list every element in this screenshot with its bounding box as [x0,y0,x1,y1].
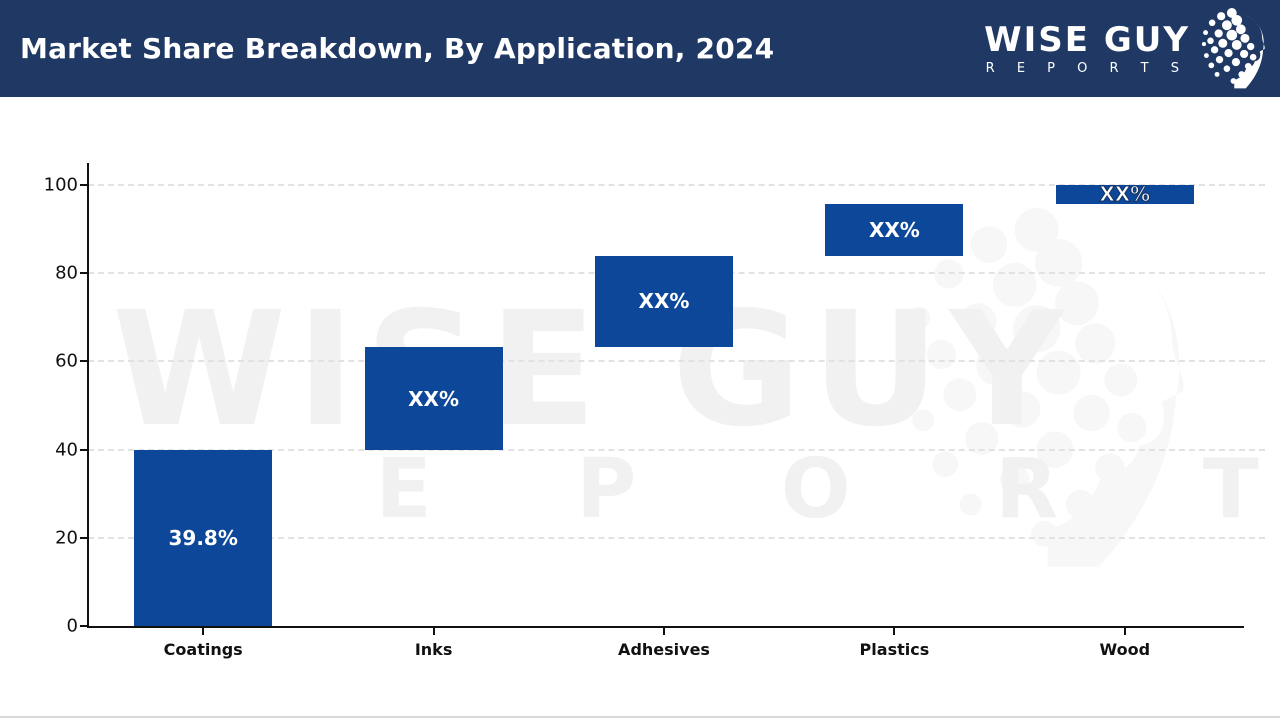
wiseguy-logo: WISE GUY R E P O R T S [984,7,1280,90]
x-axis-tick [1123,628,1126,635]
logo-text: WISE GUY R E P O R T S [984,23,1190,75]
header-bar: Market Share Breakdown, By Application, … [0,0,1280,97]
y-axis-tick-label: 80 [55,262,78,284]
bar-adhesives [595,255,733,348]
gridline-y60 [88,360,1265,363]
x-axis-tick [202,628,205,635]
y-axis-tick-label: 60 [55,350,78,372]
x-axis-tick [893,628,896,635]
y-axis-tick-label: 0 [66,615,78,637]
y-axis-tick [80,272,88,275]
gridline-y100 [88,184,1265,186]
x-axis-category-label: Wood [1099,640,1151,659]
y-axis-tick-label: 40 [55,439,78,461]
logo-wordmark: WISE GUY [984,19,1190,60]
x-axis-tick [663,628,665,635]
bar-value-label: XX% [868,217,920,242]
bar-value-label: 39.8% [168,526,238,551]
y-axis-tick-label: 100 [43,174,78,196]
x-axis-category-label: Adhesives [618,640,710,659]
logo-subtitle: R E P O R T S [985,60,1188,76]
bar-coatings [134,450,273,626]
watermark-face-icon [903,208,1184,567]
y-axis-tick [80,184,88,186]
x-axis-category-label: Inks [414,640,453,659]
page-title: Market Share Breakdown, By Application, … [20,32,775,65]
y-axis-tick [80,536,88,539]
bar-inks [364,347,503,451]
x-axis-tick [432,628,435,635]
bar-value-label: XX% [638,289,690,314]
y-axis-tick [80,448,88,451]
y-axis-tick [80,625,88,627]
gridline-y20 [88,536,1265,539]
bar-value-label: XX% [1099,182,1151,207]
wiseguy-face-icon [1201,7,1265,88]
y-axis-tick [80,360,88,363]
y-axis-tick-label: 20 [55,527,78,549]
x-axis-category-label: Coatings [163,640,243,659]
gridline-y40 [88,448,1265,451]
y-axis-line [87,163,89,628]
x-axis-category-label: Plastics [859,640,930,659]
bar-plastics [825,203,964,256]
bar-value-label: XX% [408,386,460,411]
bar-wood [1055,185,1194,204]
x-axis-line [87,626,1244,628]
bottom-divider [0,716,1280,718]
